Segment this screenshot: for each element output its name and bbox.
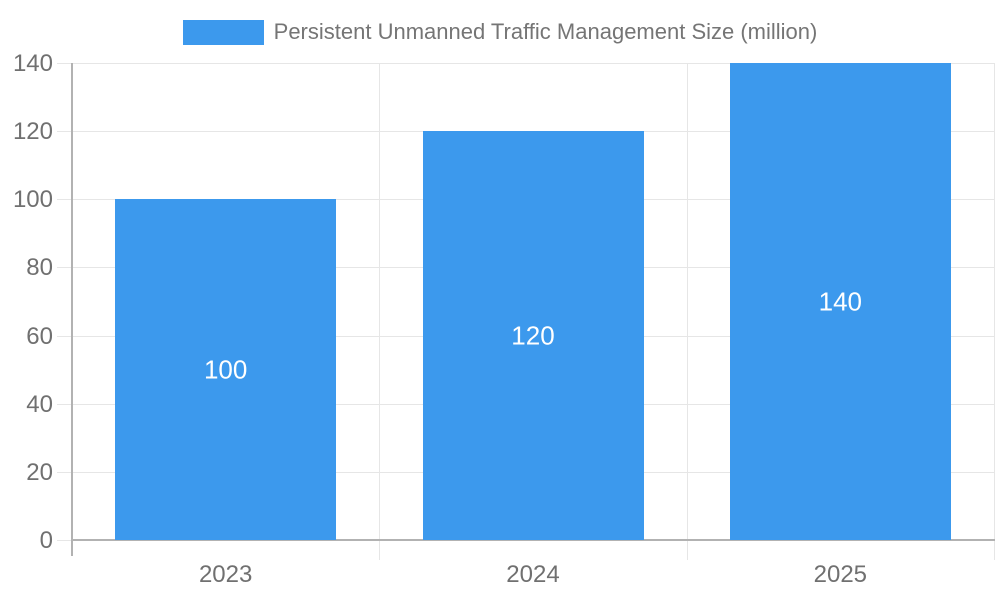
bar-value-label: 100 [203, 354, 248, 385]
x-gridline [687, 63, 688, 560]
x-tick-label: 2023 [198, 561, 253, 588]
y-axis-line [71, 63, 73, 556]
x-axis-line [72, 539, 995, 541]
y-tick-label: 100 [12, 186, 53, 213]
bar-value-label: 120 [511, 320, 555, 351]
y-tick-label: 140 [12, 50, 53, 77]
legend-swatch [182, 19, 264, 45]
y-gridline [57, 63, 994, 64]
bar-2025 [730, 63, 951, 540]
bar-value-label: 140 [818, 286, 863, 317]
y-tick-label: 60 [26, 323, 53, 350]
y-tick-label: 80 [26, 254, 53, 281]
x-gridline [379, 63, 380, 560]
bar-2023 [115, 199, 336, 540]
x-tick-label: 2025 [813, 561, 868, 588]
y-tick-label: 20 [26, 459, 53, 486]
y-tick-label: 0 [39, 527, 53, 554]
x-tick-label: 2024 [506, 561, 560, 588]
chart-title: Persistent Unmanned Traffic Management S… [273, 19, 818, 44]
bar-2024 [423, 131, 644, 540]
chart-legend: Persistent Unmanned Traffic Management S… [0, 19, 1000, 45]
y-tick-label: 40 [26, 391, 53, 418]
x-gridline [994, 63, 995, 560]
y-tick-label: 120 [12, 118, 53, 145]
